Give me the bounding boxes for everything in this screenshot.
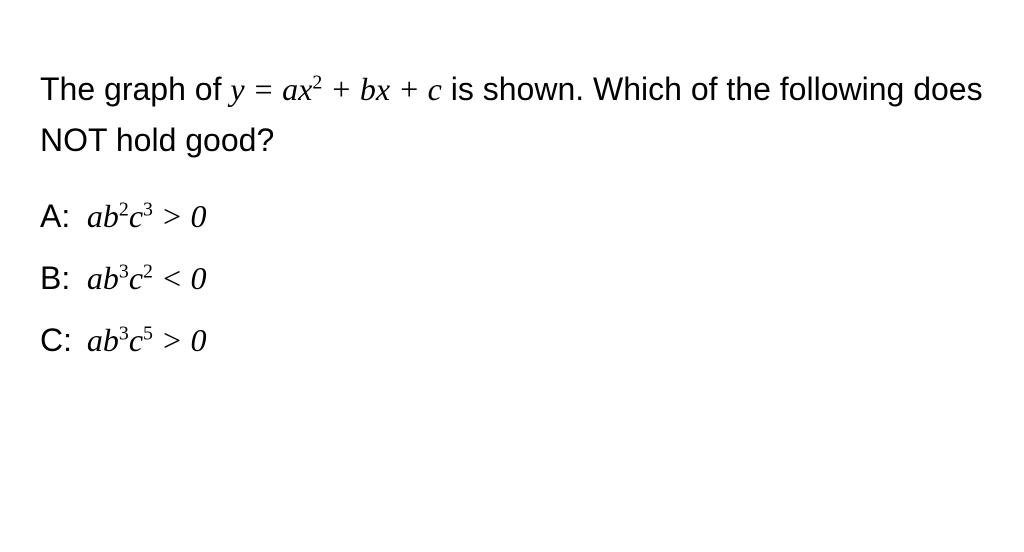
- option-expr: ab3c5 > 0: [87, 322, 207, 358]
- question-text: The graph of y = ax2 + bx + c is shown. …: [40, 64, 984, 166]
- option-c[interactable]: C: ab3c5 > 0: [40, 324, 984, 356]
- option-label: C:: [40, 324, 78, 356]
- question-block: The graph of y = ax2 + bx + c is shown. …: [0, 0, 1024, 426]
- option-b[interactable]: B: ab3c2 < 0: [40, 262, 984, 294]
- question-pre: The graph of: [40, 71, 230, 107]
- option-expr: ab2c3 > 0: [87, 198, 207, 234]
- question-equation: y = ax2 + bx + c: [230, 71, 442, 107]
- option-a[interactable]: A: ab2c3 > 0: [40, 200, 984, 232]
- option-expr: ab3c2 < 0: [87, 260, 207, 296]
- option-label: B:: [40, 262, 78, 294]
- option-label: A:: [40, 200, 78, 232]
